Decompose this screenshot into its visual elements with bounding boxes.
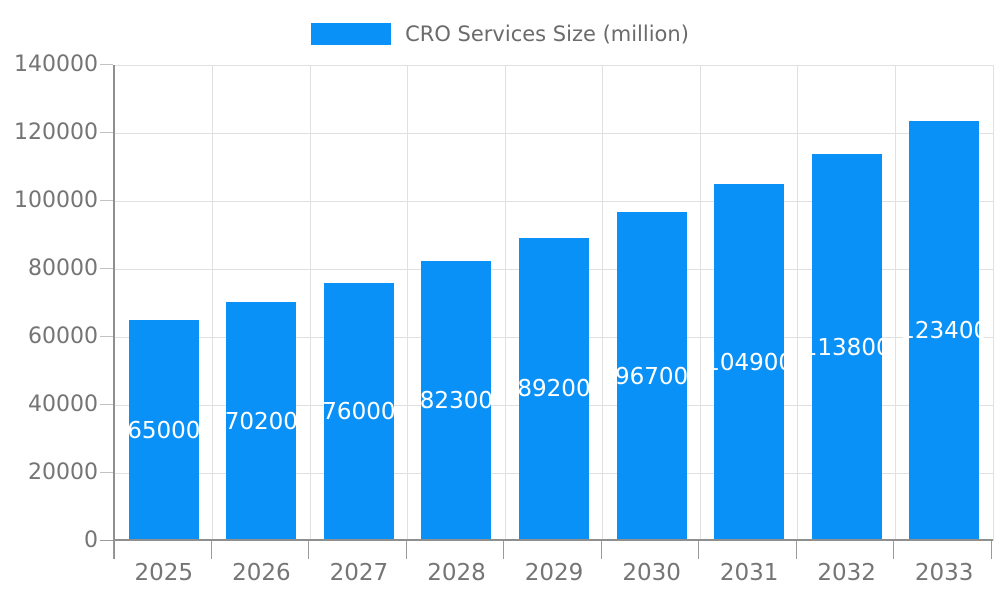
- v-gridline: [992, 65, 994, 541]
- x-axis-label: 2031: [719, 560, 779, 586]
- x-tick: [503, 541, 505, 559]
- y-axis-label: 100000: [14, 188, 98, 213]
- bar-2030[interactable]: [616, 212, 687, 541]
- y-axis-label: 20000: [28, 460, 98, 485]
- x-tick: [405, 541, 407, 559]
- legend[interactable]: CRO Services Size (million): [0, 19, 1000, 49]
- y-tick: [100, 132, 113, 133]
- x-axis-label: 2030: [622, 560, 681, 586]
- v-gridline: [797, 65, 799, 541]
- plot-area: 65000 70200 76000 82300 89200 96700 104900 1138…: [115, 65, 994, 541]
- x-axis-label: 2025: [134, 560, 194, 586]
- x-tick: [308, 541, 310, 559]
- x-tick: [795, 541, 797, 559]
- v-gridline: [602, 65, 604, 541]
- v-gridline: [894, 65, 896, 541]
- h-gridline: [115, 133, 993, 134]
- y-tick: [100, 64, 113, 65]
- y-tick: [100, 336, 113, 337]
- y-axis-label: 40000: [28, 392, 98, 417]
- bar-2031[interactable]: [714, 184, 785, 541]
- v-gridline: [699, 65, 701, 541]
- bar-2026[interactable]: [226, 302, 297, 541]
- y-axis-label: 120000: [14, 120, 98, 145]
- x-tick: [893, 541, 895, 559]
- v-gridline: [504, 65, 506, 541]
- x-axis-label: 2026: [232, 560, 291, 586]
- y-tick: [100, 540, 113, 541]
- x-tick: [113, 541, 114, 559]
- bar-2028[interactable]: [421, 261, 492, 541]
- legend-swatch: [311, 23, 392, 45]
- x-tick: [210, 541, 212, 559]
- x-axis-label: 2027: [329, 560, 389, 586]
- y-axis-label: 0: [84, 528, 98, 553]
- h-gridline: [115, 65, 993, 66]
- x-tick: [991, 541, 992, 559]
- bar-2032[interactable]: [811, 154, 882, 541]
- x-axis-label: 2029: [524, 560, 584, 586]
- y-tick: [100, 200, 113, 201]
- x-axis-label: 2028: [427, 560, 486, 586]
- y-tick: [100, 404, 113, 405]
- y-tick: [100, 472, 113, 473]
- x-axis-label: 2033: [914, 560, 974, 586]
- x-axis-label: 2032: [817, 560, 876, 586]
- bar-2029[interactable]: [519, 237, 589, 541]
- x-tick: [600, 541, 602, 559]
- y-axis-label: 60000: [28, 324, 98, 349]
- v-gridline: [407, 65, 409, 541]
- bar-2033[interactable]: [909, 121, 980, 541]
- h-gridline: [115, 201, 993, 202]
- v-gridline: [309, 65, 311, 541]
- bar-2025[interactable]: [128, 320, 199, 541]
- y-axis-label: 80000: [28, 256, 98, 281]
- y-axis-label: 140000: [14, 52, 98, 77]
- x-axis-line: [113, 539, 993, 541]
- legend-label: CRO Services Size (million): [405, 22, 689, 46]
- y-tick: [100, 268, 113, 269]
- x-tick: [698, 541, 700, 559]
- y-axis-line: [113, 65, 115, 559]
- v-gridline: [212, 65, 214, 541]
- bar-2027[interactable]: [323, 282, 394, 541]
